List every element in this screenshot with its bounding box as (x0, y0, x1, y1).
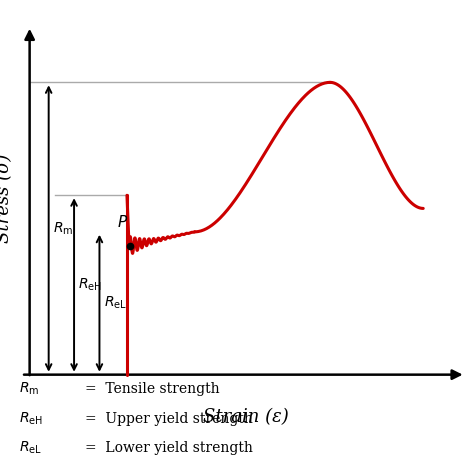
Text: =  Tensile strength: = Tensile strength (85, 382, 220, 396)
Text: Strain (ε): Strain (ε) (202, 408, 288, 426)
Text: $P$: $P$ (117, 214, 128, 230)
Text: $R_{\rm eL}$: $R_{\rm eL}$ (104, 295, 127, 312)
Text: $R_{\rm eH}$: $R_{\rm eH}$ (19, 410, 43, 427)
Text: $R_{\rm m}$: $R_{\rm m}$ (19, 380, 39, 397)
Text: =  Lower yield strength: = Lower yield strength (85, 441, 253, 455)
Text: $R_{\rm eH}$: $R_{\rm eH}$ (78, 277, 102, 293)
Text: $R_{\rm m}$: $R_{\rm m}$ (53, 220, 73, 237)
Text: Stress (σ): Stress (σ) (0, 154, 13, 243)
Text: $R_{\rm eL}$: $R_{\rm eL}$ (19, 440, 42, 457)
Text: =  Upper yield strength: = Upper yield strength (85, 412, 253, 425)
